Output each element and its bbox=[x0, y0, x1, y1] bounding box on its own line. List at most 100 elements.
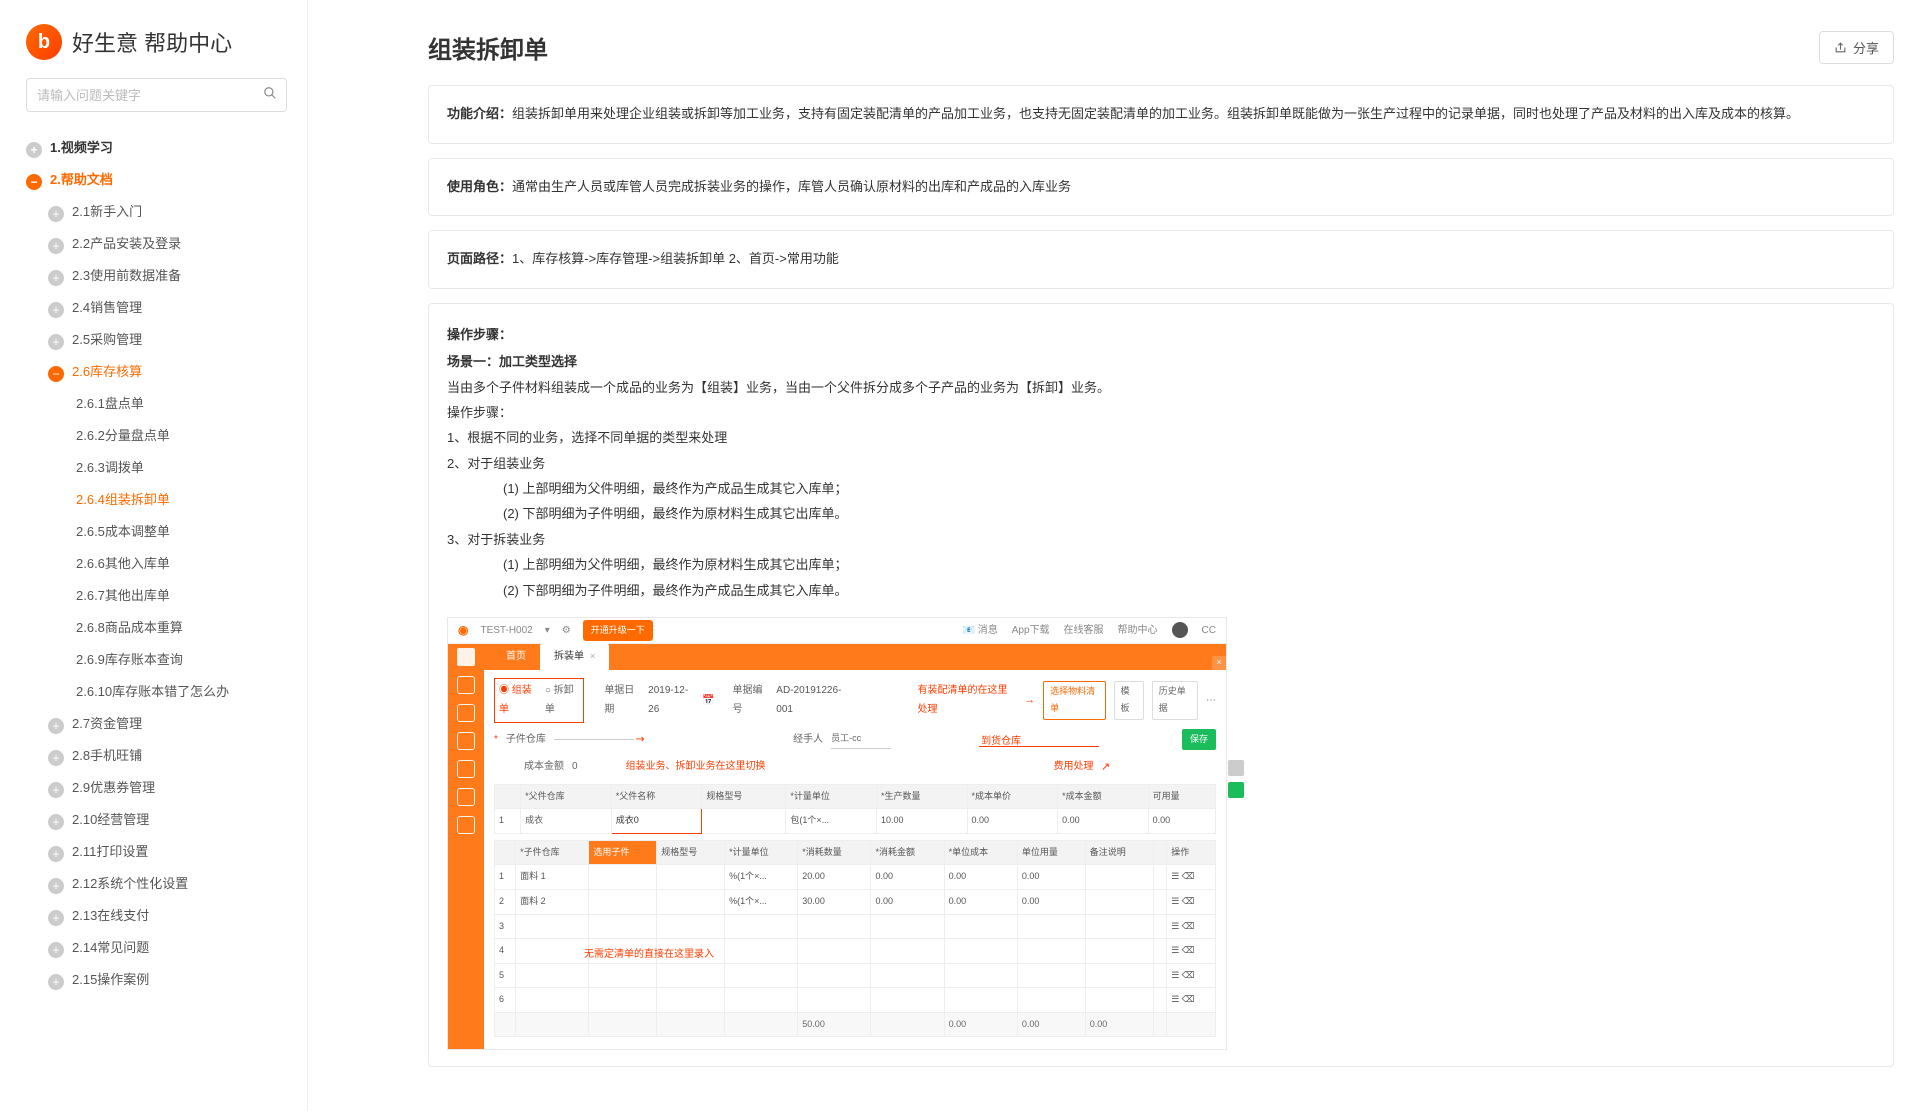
table-cell[interactable] bbox=[589, 914, 657, 939]
table-cell[interactable] bbox=[1085, 914, 1153, 939]
table-cell[interactable] bbox=[725, 988, 798, 1013]
nav-item[interactable]: +2.1新手入门 bbox=[26, 196, 287, 228]
ss-tool-icon[interactable] bbox=[1228, 782, 1244, 798]
table-cell[interactable] bbox=[1017, 963, 1085, 988]
nav-item[interactable]: 2.6.7其他出库单 bbox=[26, 580, 287, 612]
table-cell[interactable] bbox=[798, 914, 871, 939]
ss-template-button[interactable]: 模板 bbox=[1114, 681, 1144, 720]
nav-item[interactable]: +2.2产品安装及登录 bbox=[26, 228, 287, 260]
ss-avatar[interactable] bbox=[1172, 622, 1188, 638]
nav-item[interactable]: +2.8手机旺铺 bbox=[26, 740, 287, 772]
table-cell[interactable] bbox=[702, 809, 786, 834]
ss-nav-icon[interactable] bbox=[457, 816, 475, 834]
ss-history-button[interactable]: 历史单据 bbox=[1152, 681, 1198, 720]
ss-nav-icon[interactable] bbox=[457, 788, 475, 806]
ss-type-toggle[interactable]: ◉ 组装单 ○ 拆卸单 bbox=[494, 678, 584, 723]
plus-icon[interactable]: + bbox=[48, 238, 64, 254]
table-cell[interactable] bbox=[589, 865, 657, 890]
table-cell[interactable] bbox=[516, 963, 589, 988]
ss-tool-icon[interactable] bbox=[1228, 760, 1244, 776]
table-cell[interactable]: 0.00 bbox=[1017, 865, 1085, 890]
table-cell[interactable] bbox=[1153, 865, 1167, 890]
table-cell[interactable] bbox=[1153, 988, 1167, 1013]
table-cell[interactable] bbox=[516, 914, 589, 939]
ss-fee-input[interactable] bbox=[979, 733, 1099, 747]
table-cell[interactable] bbox=[657, 988, 725, 1013]
table-cell[interactable]: 0.00 bbox=[871, 865, 944, 890]
nav-item[interactable]: +2.4销售管理 bbox=[26, 292, 287, 324]
ss-nav-icon[interactable] bbox=[457, 676, 475, 694]
plus-icon[interactable]: + bbox=[48, 206, 64, 222]
plus-icon[interactable]: + bbox=[48, 782, 64, 798]
table-cell[interactable]: ☰ ⌫ bbox=[1167, 963, 1216, 988]
nav-item[interactable]: +2.15操作案例 bbox=[26, 964, 287, 996]
ss-tabs-close-all[interactable]: × bbox=[1212, 656, 1226, 670]
ss-upgrade-button[interactable]: 开通升级一下 bbox=[583, 620, 653, 642]
table-cell[interactable] bbox=[725, 963, 798, 988]
table-cell[interactable]: 0.00 bbox=[1017, 890, 1085, 915]
table-cell[interactable]: ☰ ⌫ bbox=[1167, 890, 1216, 915]
ss-nav-icon[interactable] bbox=[457, 732, 475, 750]
ss-msg-icon[interactable]: 📧 消息 bbox=[963, 621, 998, 641]
table-cell[interactable]: ☰ ⌫ bbox=[1167, 865, 1216, 890]
ss-nav-icon[interactable] bbox=[457, 704, 475, 722]
ss-tab-home[interactable]: 首页 bbox=[492, 643, 540, 670]
ss-service-link[interactable]: 在线客服 bbox=[1064, 621, 1104, 641]
nav-item[interactable]: 2.6.1盘点单 bbox=[26, 388, 287, 420]
nav-item[interactable]: 2.6.9库存账本查询 bbox=[26, 644, 287, 676]
search-input[interactable] bbox=[26, 78, 287, 112]
ss-more-icon[interactable]: ⋯ bbox=[1206, 691, 1216, 711]
table-cell[interactable] bbox=[657, 963, 725, 988]
table-cell[interactable]: 30.00 bbox=[798, 890, 871, 915]
table-cell[interactable]: %(1个×... bbox=[725, 890, 798, 915]
table-cell[interactable] bbox=[725, 914, 798, 939]
ss-app-link[interactable]: App下载 bbox=[1012, 621, 1050, 641]
table-cell[interactable]: 面料 1 bbox=[516, 865, 589, 890]
table-cell[interactable] bbox=[798, 963, 871, 988]
table-cell[interactable] bbox=[657, 865, 725, 890]
table-cell[interactable]: 0.00 bbox=[1058, 809, 1149, 834]
table-cell[interactable]: 0.00 bbox=[967, 809, 1058, 834]
table-cell[interactable]: 10.00 bbox=[876, 809, 967, 834]
table-cell[interactable] bbox=[1153, 963, 1167, 988]
table-cell[interactable] bbox=[589, 963, 657, 988]
nav-item[interactable]: +2.7资金管理 bbox=[26, 708, 287, 740]
ss-save-button[interactable]: 保存 bbox=[1182, 729, 1216, 751]
nav-item[interactable]: +2.14常见问题 bbox=[26, 932, 287, 964]
table-cell[interactable] bbox=[516, 939, 589, 964]
search-icon[interactable] bbox=[263, 86, 277, 103]
table-cell[interactable] bbox=[1085, 988, 1153, 1013]
nav-item[interactable]: +2.3使用前数据准备 bbox=[26, 260, 287, 292]
table-cell[interactable]: 面料 2 bbox=[516, 890, 589, 915]
plus-icon[interactable]: + bbox=[48, 846, 64, 862]
plus-icon[interactable]: + bbox=[48, 750, 64, 766]
close-icon[interactable]: × bbox=[590, 648, 595, 666]
plus-icon[interactable]: + bbox=[26, 142, 42, 158]
plus-icon[interactable]: + bbox=[48, 814, 64, 830]
plus-icon[interactable]: + bbox=[48, 974, 64, 990]
nav-item[interactable]: −2.帮助文档 bbox=[26, 164, 287, 196]
ss-nav-icon[interactable] bbox=[457, 760, 475, 778]
table-cell[interactable]: ☰ ⌫ bbox=[1167, 914, 1216, 939]
table-cell[interactable] bbox=[944, 963, 1017, 988]
table-cell[interactable] bbox=[944, 988, 1017, 1013]
table-cell[interactable]: 0.00 bbox=[944, 865, 1017, 890]
nav-item[interactable]: 2.6.5成本调整单 bbox=[26, 516, 287, 548]
table-cell[interactable] bbox=[871, 988, 944, 1013]
nav-item[interactable]: +2.10经营管理 bbox=[26, 804, 287, 836]
plus-icon[interactable]: + bbox=[48, 270, 64, 286]
table-cell[interactable] bbox=[1085, 963, 1153, 988]
table-cell[interactable] bbox=[657, 914, 725, 939]
table-cell[interactable] bbox=[516, 988, 589, 1013]
table-cell[interactable]: 20.00 bbox=[798, 865, 871, 890]
table-cell[interactable]: 包(1个×... bbox=[786, 809, 877, 834]
table-cell[interactable]: 0.00 bbox=[1148, 809, 1215, 834]
table-cell[interactable]: 0.00 bbox=[871, 890, 944, 915]
nav-item[interactable]: +2.11打印设置 bbox=[26, 836, 287, 868]
share-button[interactable]: 分享 bbox=[1819, 31, 1894, 64]
table-cell[interactable] bbox=[657, 890, 725, 915]
table-cell[interactable] bbox=[589, 890, 657, 915]
ss-material-button[interactable]: 选择物料清单 bbox=[1043, 681, 1105, 720]
table-cell[interactable] bbox=[1153, 914, 1167, 939]
nav-item[interactable]: +2.9优惠券管理 bbox=[26, 772, 287, 804]
